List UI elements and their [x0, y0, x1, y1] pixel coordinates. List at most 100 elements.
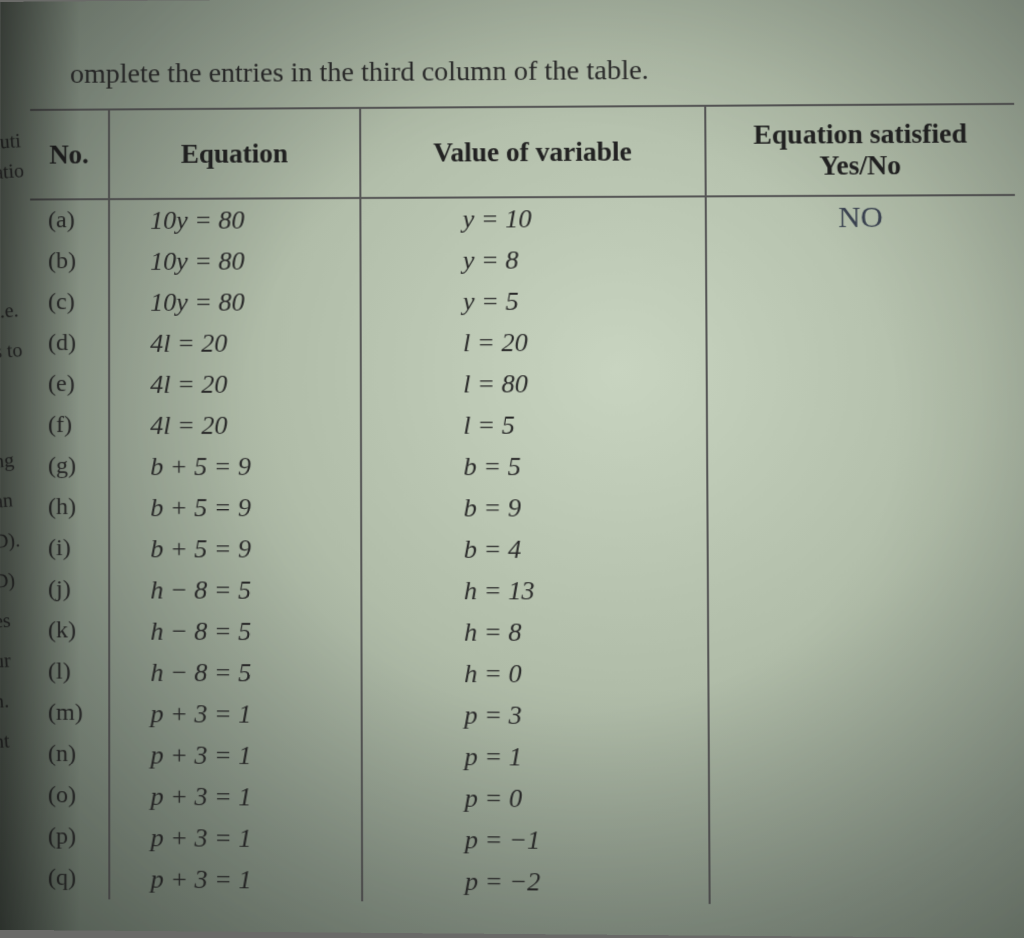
header-value: Value of variable — [361, 107, 707, 197]
cell-equation: 10y = 80 — [110, 240, 362, 282]
cell-equation: h − 8 = 5 — [110, 610, 362, 652]
table-row: (e)4l = 20l = 80 — [30, 362, 1017, 405]
cell-equation: p + 3 = 1 — [110, 734, 363, 777]
cell-satisfied — [709, 529, 1018, 571]
cell-equation: b + 5 = 9 — [110, 528, 362, 570]
edge-fragment: es — [0, 610, 11, 634]
table-body: (a)10y = 80y = 10NO(b)10y = 80y = 8(c)10… — [30, 196, 1021, 906]
table-row: (c)10y = 80y = 5 — [30, 279, 1016, 323]
edge-fragment: atio — [0, 160, 25, 185]
cell-equation: b + 5 = 9 — [110, 446, 362, 487]
cell-value: p = −1 — [363, 818, 710, 862]
cell-value: l = 5 — [362, 404, 708, 446]
cell-value: p = −2 — [363, 860, 711, 904]
cell-value: b = 9 — [362, 487, 708, 529]
cell-satisfied — [709, 612, 1019, 655]
table-row: (h)b + 5 = 9b = 9 — [30, 487, 1018, 529]
cell-equation: h − 8 = 5 — [110, 569, 362, 611]
cell-satisfied — [710, 737, 1020, 780]
cell-equation: p + 3 = 1 — [110, 693, 363, 735]
table-row: (f)4l = 20l = 5 — [30, 404, 1017, 446]
table-row: (g)b + 5 = 9b = 5 — [30, 446, 1017, 488]
cell-equation: 4l = 20 — [110, 363, 362, 404]
cell-value: l = 20 — [362, 321, 708, 363]
table-row: (d)4l = 20l = 20 — [30, 321, 1016, 364]
cell-no: (m) — [30, 693, 110, 735]
cell-value: y = 5 — [362, 280, 708, 322]
cell-satisfied — [709, 654, 1019, 697]
cell-value: y = 8 — [361, 239, 707, 281]
cell-satisfied — [709, 570, 1019, 612]
cell-satisfied — [710, 779, 1020, 823]
cell-value: b = 4 — [362, 528, 709, 570]
table-row: (k)h − 8 = 5h = 8 — [30, 610, 1019, 654]
cell-no: (q) — [30, 857, 110, 899]
cell-no: (k) — [30, 610, 110, 651]
cell-satisfied — [710, 820, 1020, 864]
cell-equation: p + 3 = 1 — [110, 817, 363, 860]
cell-satisfied: NO — [707, 196, 1016, 239]
table-row: (p)p + 3 = 1p = −1 — [30, 816, 1021, 864]
instruction-text: omplete the entries in the third column … — [70, 55, 649, 91]
cell-value: h = 13 — [362, 570, 709, 612]
cell-no: (n) — [30, 734, 110, 776]
cell-value: p = 0 — [363, 777, 710, 821]
cell-value: h = 0 — [363, 652, 710, 695]
cell-no: (l) — [30, 651, 110, 692]
header-no-label: No. — [49, 139, 89, 170]
header-equation-label: Equation — [181, 138, 288, 170]
cell-no: (o) — [30, 775, 110, 817]
cell-no: (g) — [30, 446, 110, 487]
cell-no: (p) — [30, 816, 110, 858]
cell-equation: p + 3 = 1 — [110, 858, 363, 901]
cell-satisfied — [708, 404, 1017, 446]
table-row: (l)h − 8 = 5h = 0 — [30, 651, 1019, 696]
cell-equation: 4l = 20 — [110, 405, 362, 446]
cell-no: (d) — [30, 323, 110, 364]
edge-fragment: l.e. — [0, 299, 19, 324]
cell-satisfied — [708, 362, 1017, 404]
cell-value: h = 8 — [362, 611, 709, 654]
header-no: No. — [30, 110, 110, 198]
edge-fragment: ng — [0, 449, 15, 473]
header-satisfied-line1: Equation satisfied — [753, 118, 967, 150]
cell-no: (i) — [30, 528, 110, 569]
header-equation: Equation — [110, 109, 361, 198]
cell-equation: 10y = 80 — [110, 281, 362, 323]
edge-fragment: nt — [0, 730, 10, 754]
edge-fragment: D) — [0, 569, 16, 593]
cell-value: y = 10 — [361, 197, 707, 240]
table-row: (i)b + 5 = 9b = 4 — [30, 528, 1018, 571]
cell-no: (j) — [30, 569, 110, 610]
cell-satisfied — [707, 321, 1016, 363]
table-row: (m)p + 3 = 1p = 3 — [30, 693, 1020, 739]
cell-satisfied — [707, 279, 1016, 321]
edge-fragment: luti — [0, 130, 22, 155]
table-row: (b)10y = 80y = 8 — [30, 238, 1016, 283]
cell-no: (b) — [30, 241, 110, 282]
header-satisfied: Equation satisfied Yes/No — [706, 105, 1015, 195]
table-row: (q)p + 3 = 1p = −2 — [30, 857, 1021, 906]
edge-fragment: s to — [0, 339, 23, 364]
table-row: (j)h − 8 = 5h = 13 — [30, 569, 1018, 613]
cell-satisfied — [710, 862, 1020, 906]
cell-equation: b + 5 = 9 — [110, 487, 362, 528]
cell-no: (a) — [30, 200, 110, 241]
edge-fragment: ur — [0, 650, 11, 674]
cell-satisfied — [710, 695, 1020, 738]
table-row: (n)p + 3 = 1p = 1 — [30, 734, 1020, 781]
cell-no: (c) — [30, 282, 110, 323]
cell-equation: h − 8 = 5 — [110, 652, 362, 694]
cell-no: (e) — [30, 364, 110, 405]
edge-fragment: D). — [0, 529, 21, 554]
cell-value: b = 5 — [362, 446, 708, 488]
cell-no: (h) — [30, 487, 110, 528]
table-row: (o)p + 3 = 1p = 0 — [30, 775, 1020, 822]
table-header-row: No. Equation Value of variable Equation … — [30, 105, 1015, 201]
cell-satisfied — [707, 238, 1016, 281]
cell-equation: 10y = 80 — [110, 199, 361, 241]
cell-value: p = 1 — [363, 735, 710, 778]
cell-value: l = 80 — [362, 363, 708, 405]
cell-satisfied — [708, 487, 1017, 529]
header-value-label: Value of variable — [433, 136, 632, 168]
